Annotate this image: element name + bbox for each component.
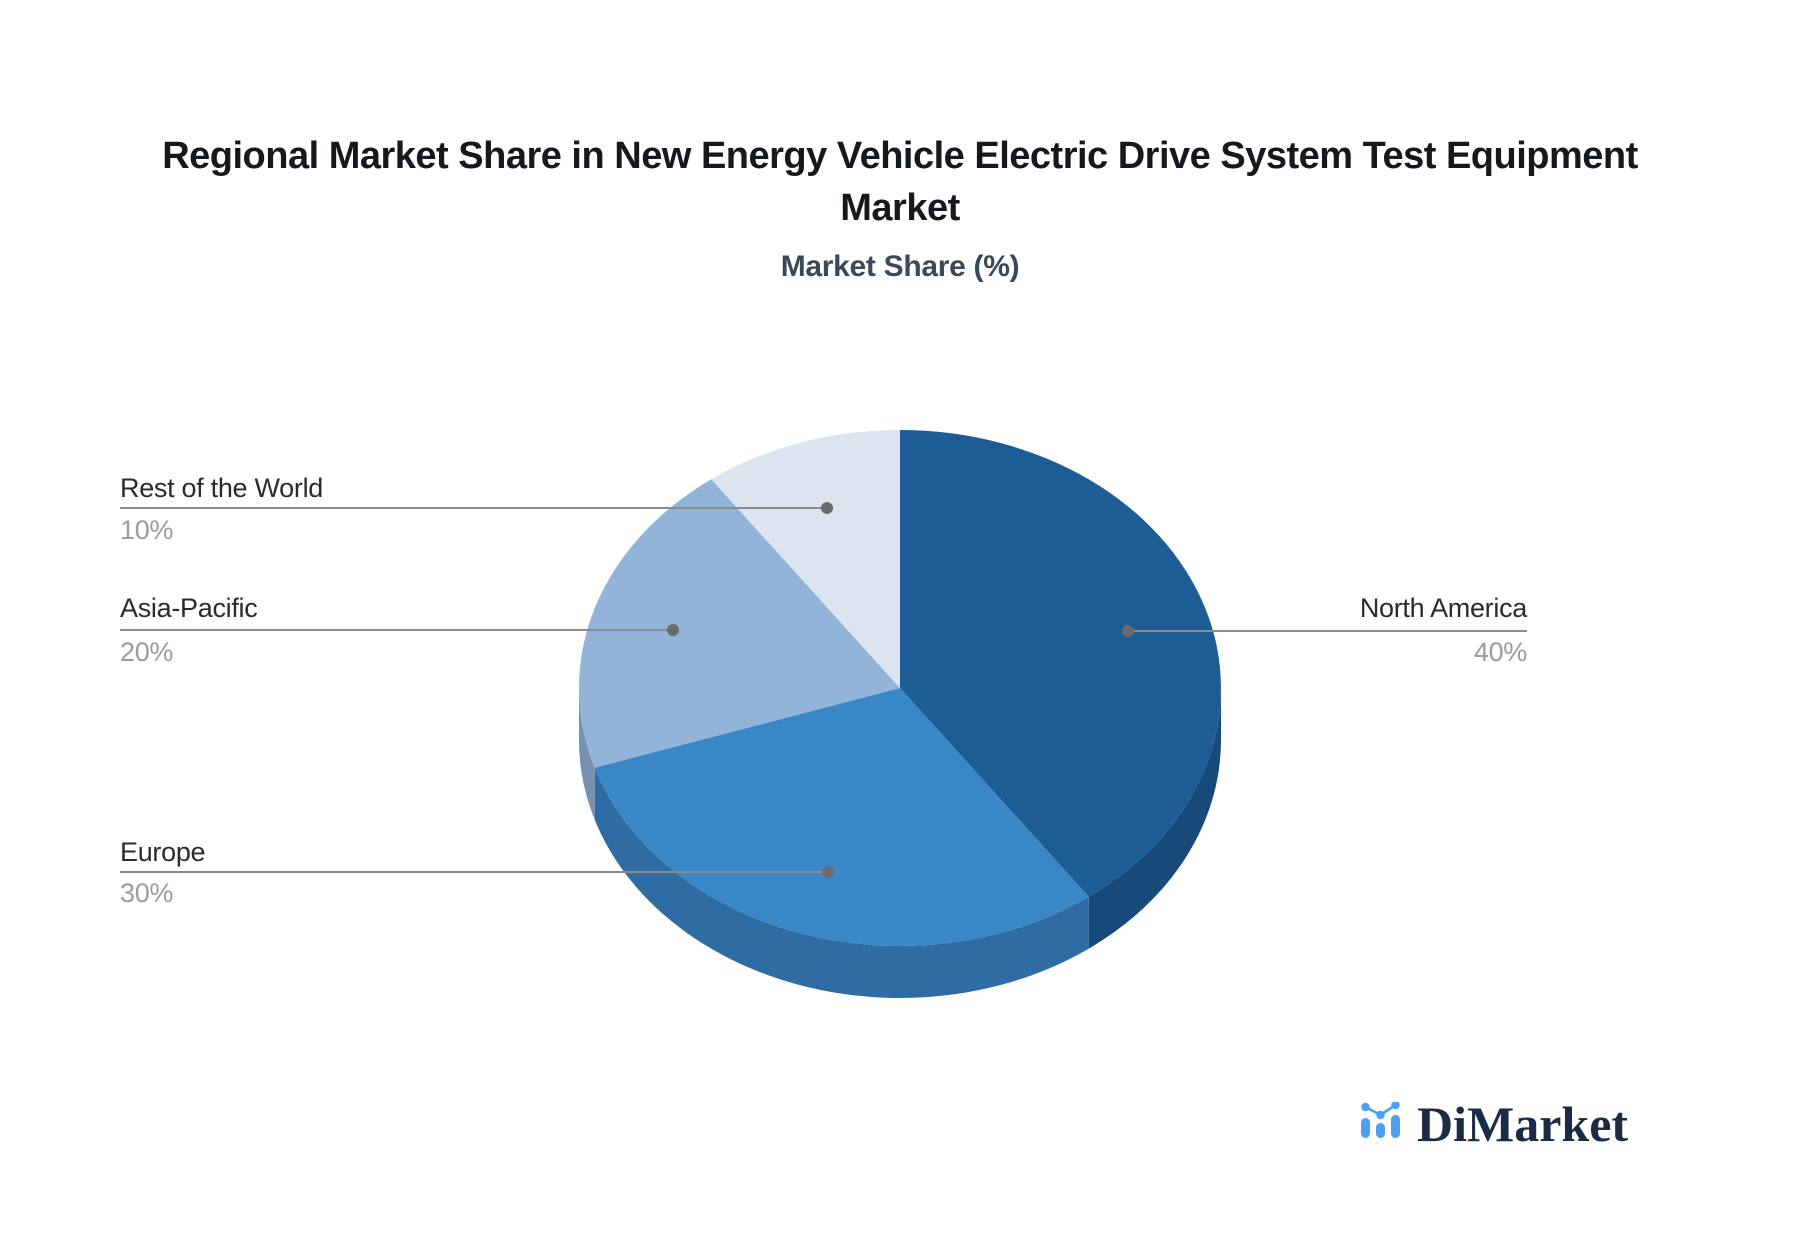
brand-icon-dot [1391,1102,1400,1110]
pie-slice-side-europe [594,767,1089,998]
brand-logo: DiMarket [1360,1098,1628,1150]
bar-line-chart-icon [1361,1102,1400,1138]
leader-dot-europe [822,866,834,878]
pie-slice-north-america [900,430,1221,897]
pie-slice-side-north-america [1088,688,1221,949]
pie-slice-rest-of-the-world [711,430,900,688]
chart-title-line-2: Market [840,187,960,229]
chart-title-line-1: Regional Market Share in New Energy Vehi… [162,135,1638,177]
brand-icon-bar [1391,1115,1400,1138]
leader-dot-north-america [1122,625,1134,637]
brand-icon-dot [1376,1110,1385,1120]
pie-slice-asia-pacific [579,479,900,768]
brand-icon-bar [1376,1123,1385,1138]
pie-slice-side-asia-pacific [579,688,595,820]
leader-dot-asia-pacific [667,624,679,636]
brand-icon-bar [1361,1118,1370,1138]
leader-dot-rest-of-the-world [821,502,833,514]
brand-icon-dot [1361,1102,1370,1112]
chart-title: Regional Market Share in New Energy Vehi… [0,130,1800,234]
chart-subtitle: Market Share (%) [780,250,1020,283]
pie-slice-europe [594,688,1089,946]
brand-logo-text: DiMarket [1417,1096,1629,1152]
